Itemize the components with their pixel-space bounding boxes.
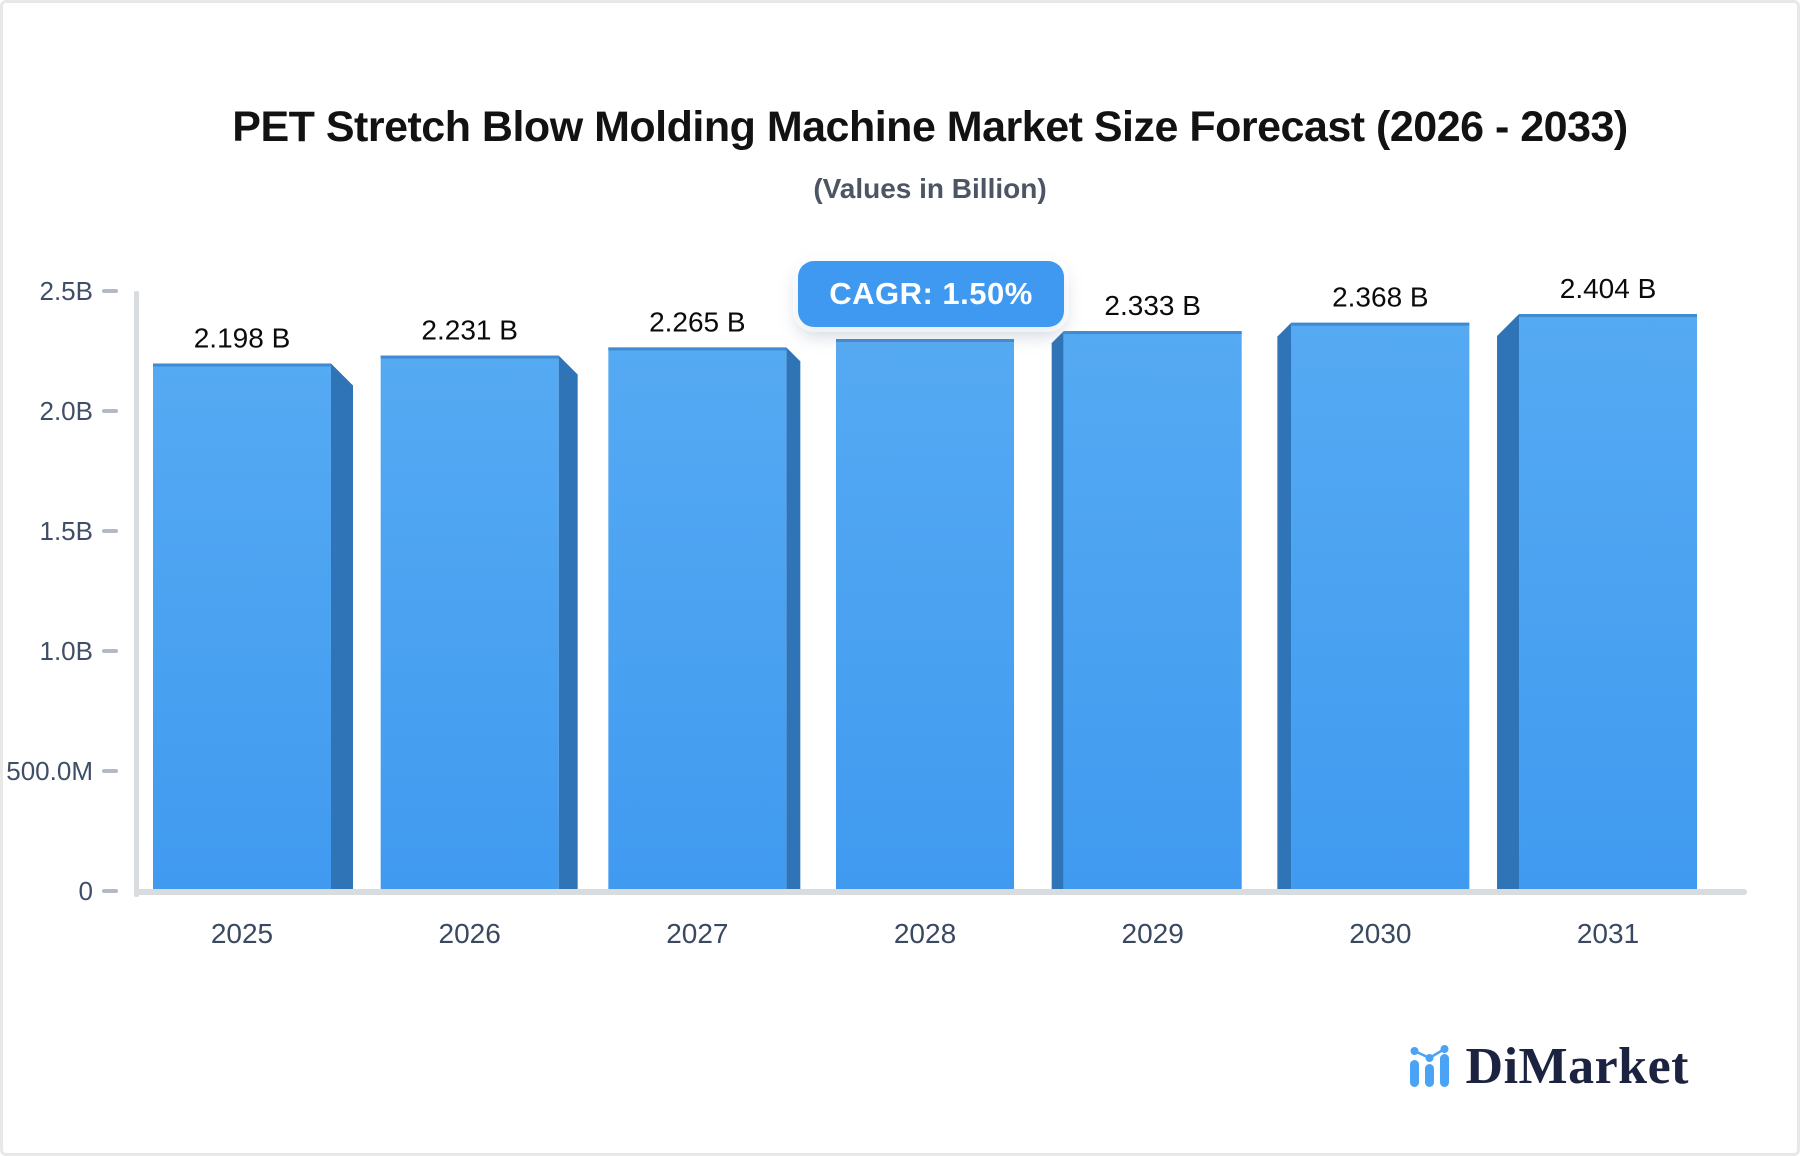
y-tick-dash: [102, 289, 118, 293]
bar-top-edge: [836, 339, 1015, 342]
bar-side-panel: [786, 347, 801, 894]
bar-top-edge: [1063, 331, 1242, 335]
cagr-badge: CAGR: 1.50%: [798, 261, 1064, 327]
bar-2025: [153, 363, 331, 895]
logo-icon-part: [1440, 1045, 1449, 1053]
x-axis-label: 2030: [1349, 918, 1411, 949]
y-tick-label: 2.5B: [40, 276, 94, 306]
cagr-badge-label: CAGR: 1.50%: [829, 276, 1033, 311]
bar-2027: [608, 347, 787, 894]
bar-2028: [836, 339, 1015, 894]
chart-subtitle: (Values in Billion): [813, 173, 1047, 204]
logo-icon-part: [1409, 1060, 1419, 1087]
x-axis-label: 2028: [894, 918, 956, 949]
bar-value-label: 2.231 B: [421, 315, 518, 346]
bar-chart: 0 500.0M 1.0B 1.5B 2.0B 2.5B 2.198 B 2025 2.231 …: [6, 273, 1747, 949]
bar-value-label: 2.265 B: [649, 306, 746, 337]
dimarket-logo: DiMarket: [1408, 1038, 1689, 1096]
bar-2026: [380, 355, 559, 894]
y-tick-label: 2.0B: [40, 396, 94, 426]
bar-top-edge: [1291, 322, 1470, 326]
y-tick-dash: [102, 409, 118, 413]
bar-2029: [1063, 331, 1242, 895]
y-tick-dash: [102, 889, 118, 893]
bar-2031: [1519, 314, 1698, 894]
bar-top-edge: [380, 355, 559, 359]
bar-value-label: 2.198 B: [194, 322, 291, 353]
logo-icon-part: [1410, 1047, 1419, 1055]
y-tick-label: 1.5B: [40, 516, 94, 546]
bar-side-panel: [558, 355, 578, 894]
bar-chart-trend-icon: [1409, 1045, 1449, 1087]
dimarket-logo-text: DiMarket: [1465, 1038, 1689, 1096]
bar-side-panel: [1277, 322, 1292, 894]
chart-title: PET Stretch Blow Molding Machine Market …: [232, 103, 1628, 151]
x-axis-label: 2025: [211, 918, 273, 949]
y-tick-label: 500.0M: [6, 756, 93, 786]
y-tick-label: 0: [79, 876, 93, 906]
y-tick-dash: [102, 649, 118, 653]
bar-2030: [1291, 322, 1470, 894]
bar-value-label: 2.333 B: [1104, 290, 1201, 321]
bar-value-label: 2.368 B: [1332, 282, 1429, 313]
bar-top-edge: [1519, 314, 1698, 318]
bar-top-edge: [153, 363, 331, 367]
x-axis-label: 2031: [1577, 918, 1639, 949]
x-axis-label: 2026: [439, 918, 501, 949]
y-tick-dash: [102, 769, 118, 773]
x-axis-label: 2029: [1122, 918, 1184, 949]
logo-icon-part: [1439, 1054, 1449, 1087]
x-axis-line: [134, 889, 1747, 895]
bar-value-label: 2.404 B: [1560, 273, 1657, 304]
bar-top-edge: [608, 347, 787, 351]
logo-icon-part: [1425, 1054, 1434, 1062]
y-tick-label: 1.0B: [40, 636, 94, 666]
logo-icon-part: [1424, 1064, 1434, 1087]
x-axis-label: 2027: [666, 918, 728, 949]
bar-side-panel: [1051, 331, 1064, 895]
y-tick-dash: [102, 529, 118, 533]
bar-side-panel: [1497, 314, 1520, 894]
y-axis-line: [134, 291, 139, 897]
bar-side-panel: [331, 363, 353, 895]
